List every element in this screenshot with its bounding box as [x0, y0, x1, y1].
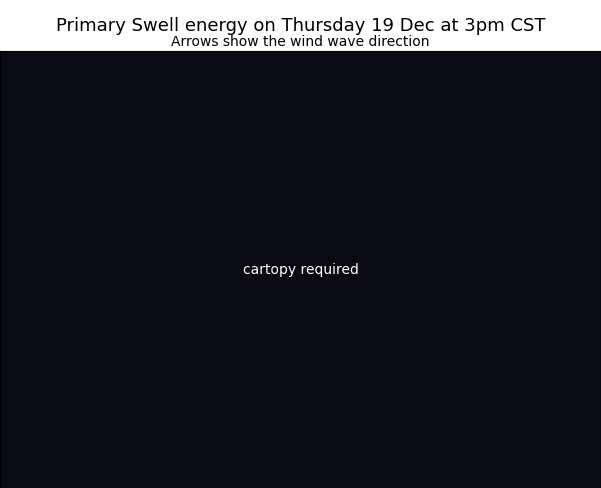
Text: Arrows show the wind wave direction: Arrows show the wind wave direction: [171, 35, 430, 49]
Text: Primary Swell energy on Thursday 19 Dec at 3pm CST: Primary Swell energy on Thursday 19 Dec …: [56, 17, 545, 35]
Text: cartopy required: cartopy required: [243, 263, 358, 277]
